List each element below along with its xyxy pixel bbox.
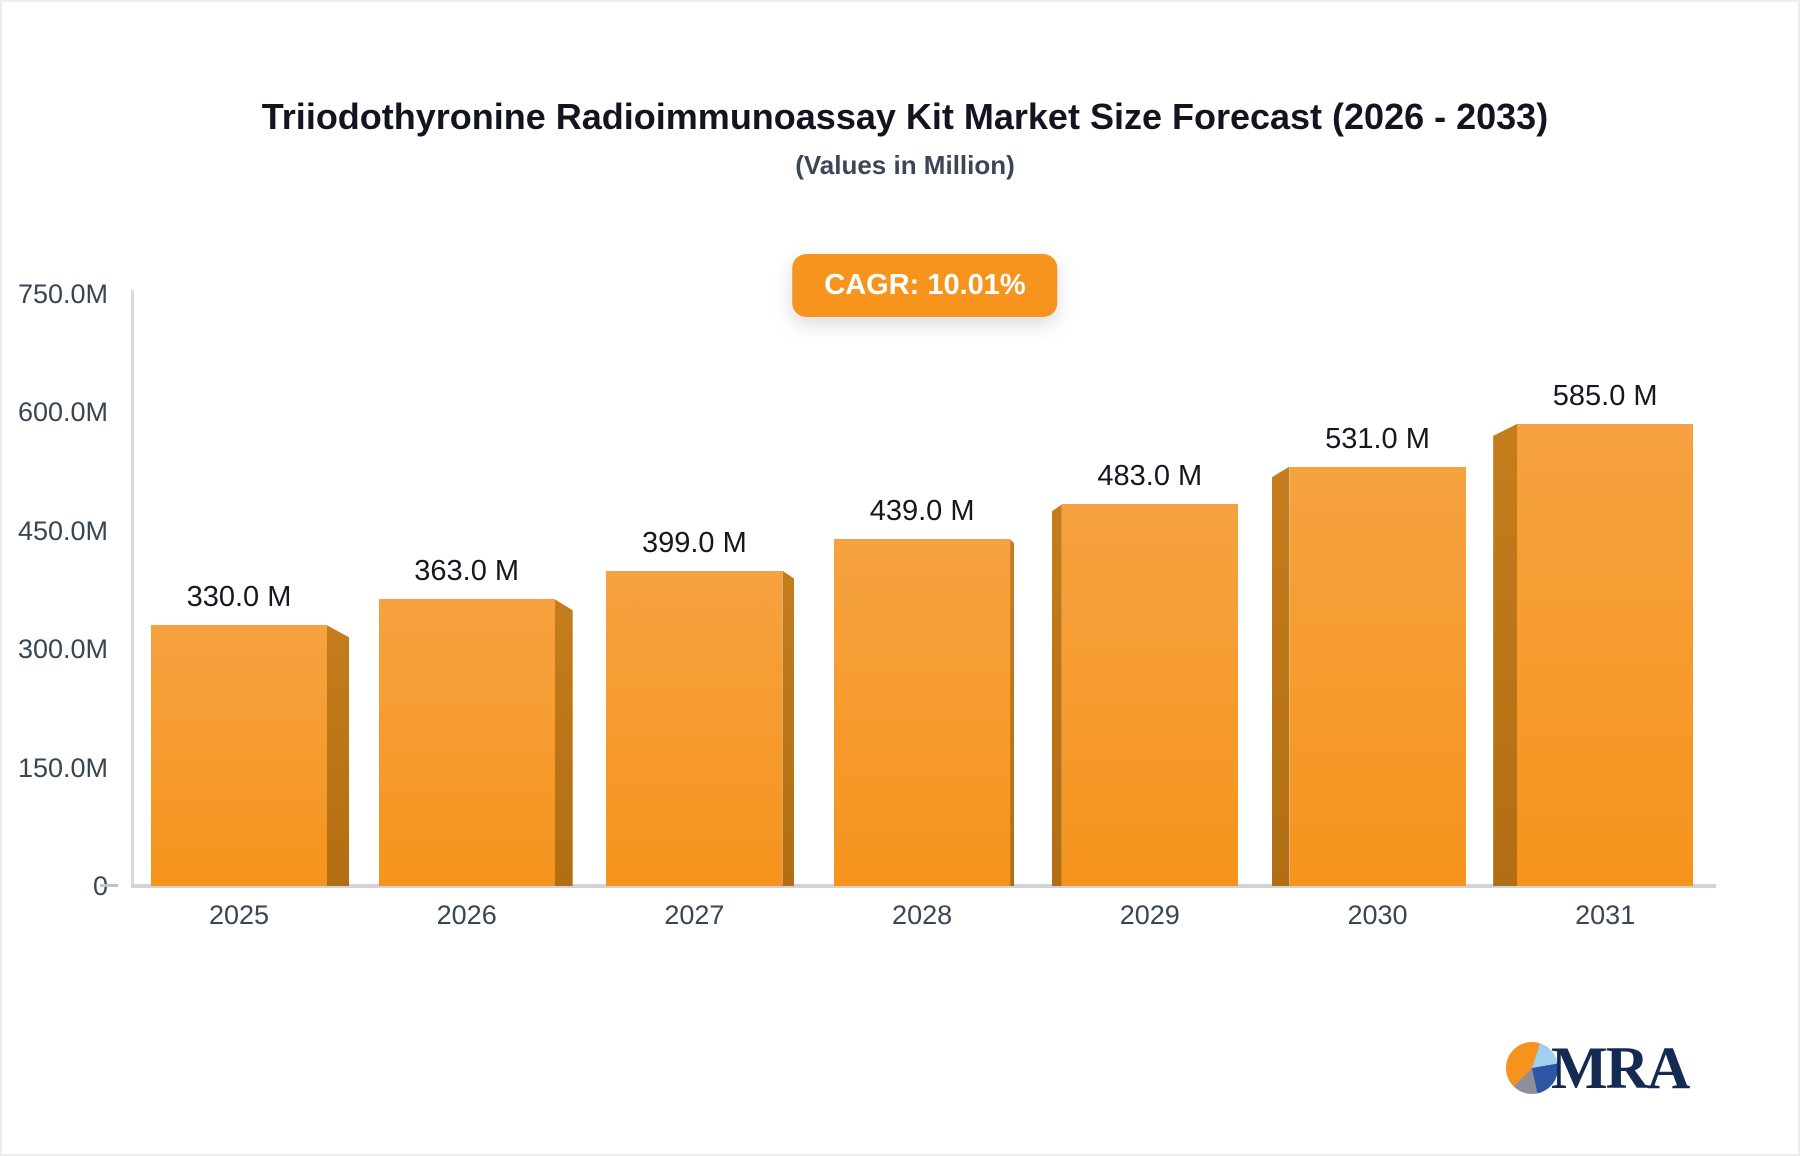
y-axis-tick-label: 450.0M [17, 515, 108, 546]
bar-value-label: 439.0 M [869, 495, 975, 528]
bar-2029 [1061, 504, 1238, 886]
bar-value-label: 585.0 M [1552, 379, 1658, 412]
bar-value-label: 363.0 M [414, 555, 520, 588]
x-axis-tick-label: 2026 [436, 900, 497, 930]
x-axis-tick-label: 2031 [1575, 900, 1636, 930]
bar-side-face [1051, 504, 1062, 886]
bar-value-label: 330.0 M [186, 581, 292, 614]
bar-2030 [1289, 466, 1466, 886]
bar-2028 [834, 539, 1011, 886]
chart-subtitle: (Values in Million) [795, 150, 1015, 180]
brand-logo-text: MRA [1551, 1035, 1690, 1101]
bar-2027 [606, 570, 783, 886]
cagr-badge: CAGR: 10.01% [792, 254, 1058, 317]
x-axis-tick-label: 2029 [1119, 900, 1180, 930]
bar-2031 [1517, 423, 1694, 886]
mra-pie-logo-icon [1506, 1042, 1558, 1094]
y-axis-tick-label: 0 [0, 870, 108, 902]
bar-side-face [327, 625, 349, 886]
bar-side-face [554, 599, 573, 886]
y-axis-tick-label: 600.0M [17, 397, 108, 427]
y-axis-tick-label: 150.0M [17, 752, 108, 783]
y-axis-tick-label: 750.0M [17, 278, 108, 309]
x-axis-tick-label: 2025 [208, 900, 270, 930]
y-axis-tick-label: 300.0M [17, 634, 108, 664]
bar-2026 [378, 599, 555, 886]
brand-logo: MRA [1506, 1035, 1690, 1101]
x-axis-tick-label: 2027 [664, 900, 725, 930]
y-axis-line [131, 290, 134, 887]
bar-side-face [1271, 466, 1290, 886]
bar-2025 [151, 625, 327, 886]
bar-side-face [782, 570, 795, 886]
y-axis-zero-tick [100, 884, 118, 887]
chart-title: Triiodothyronine Radioimmunoassay Kit Ma… [261, 96, 1549, 137]
bar-value-label: 483.0 M [1097, 460, 1203, 493]
bar-side-face [1493, 423, 1518, 886]
x-axis-line [131, 884, 1716, 888]
bar-value-label: 531.0 M [1325, 422, 1430, 455]
x-axis-tick-label: 2028 [892, 900, 953, 930]
x-axis-tick-label: 2030 [1347, 900, 1408, 930]
bar-side-face [1010, 539, 1015, 886]
bar-value-label: 399.0 M [641, 526, 747, 559]
